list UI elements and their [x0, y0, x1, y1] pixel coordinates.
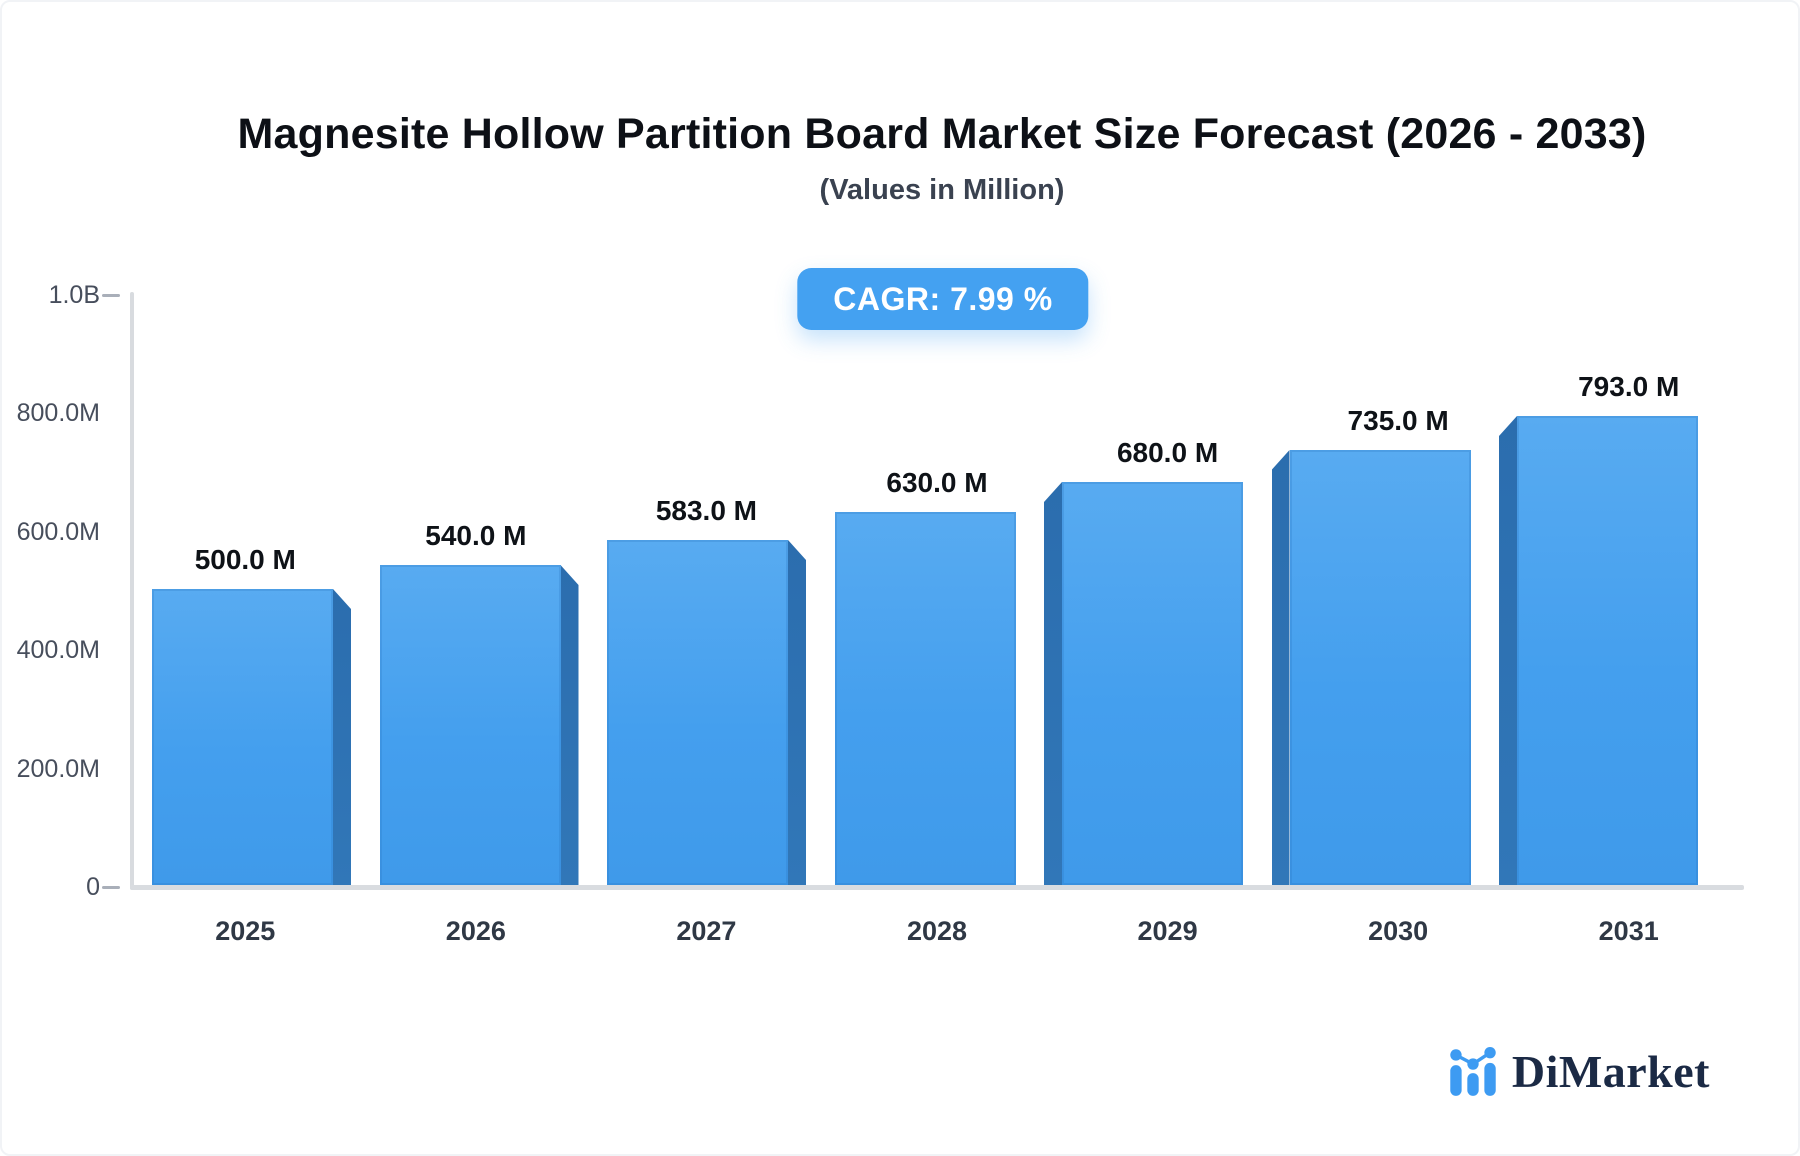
x-axis-label: 2029 [1137, 916, 1198, 946]
bar [152, 589, 333, 885]
bar-3d-side [333, 589, 351, 885]
x-axis-label: 2026 [445, 916, 506, 946]
cagr-badge: CAGR: 7.99 % [797, 268, 1089, 330]
bar-value-label: 583.0 M [655, 495, 757, 526]
bar-3d-side [560, 565, 579, 885]
bar [834, 512, 1016, 885]
bar-value-label: 500.0 M [194, 544, 296, 575]
y-axis-tick [102, 886, 120, 889]
bar [379, 565, 561, 885]
bar [1062, 482, 1243, 885]
bar-3d-side [1499, 416, 1517, 885]
y-axis-line [130, 292, 134, 890]
brand-logo: DiMarket [1448, 1045, 1710, 1098]
bar-value-label: 735.0 M [1347, 405, 1449, 436]
y-axis-tick [102, 294, 120, 297]
bar-value-label: 793.0 M [1578, 371, 1680, 402]
bar-3d-side [1044, 482, 1062, 885]
bar [1289, 450, 1471, 885]
bar [607, 540, 788, 885]
brand-logo-text: DiMarket [1511, 1046, 1710, 1097]
y-axis-label: 1.0B [48, 281, 100, 309]
bar-value-label: 540.0 M [425, 520, 527, 551]
y-axis-label: 600.0M [16, 517, 100, 546]
x-axis-label: 2028 [906, 916, 968, 946]
bar-3d-side [788, 540, 806, 885]
x-axis-label: 2030 [1368, 916, 1429, 946]
bar-value-label: 680.0 M [1116, 437, 1219, 468]
x-axis-label: 2025 [215, 916, 276, 946]
page-title: Magnesite Hollow Partition Board Market … [237, 110, 1647, 158]
y-axis-label: 0 [86, 873, 100, 901]
dimarket-bars-icon [1448, 1046, 1498, 1097]
bar-value-label: 630.0 M [886, 467, 988, 498]
x-axis-line [130, 885, 1744, 890]
page-subtitle: (Values in Million) [819, 174, 1065, 206]
y-axis-label: 400.0M [16, 636, 100, 665]
y-axis-label: 200.0M [16, 754, 100, 783]
bar [1517, 416, 1698, 885]
bar-3d-side [1271, 450, 1290, 885]
x-axis-label: 2027 [676, 916, 737, 946]
y-axis-label: 800.0M [16, 399, 100, 428]
x-axis-label: 2031 [1598, 916, 1659, 946]
